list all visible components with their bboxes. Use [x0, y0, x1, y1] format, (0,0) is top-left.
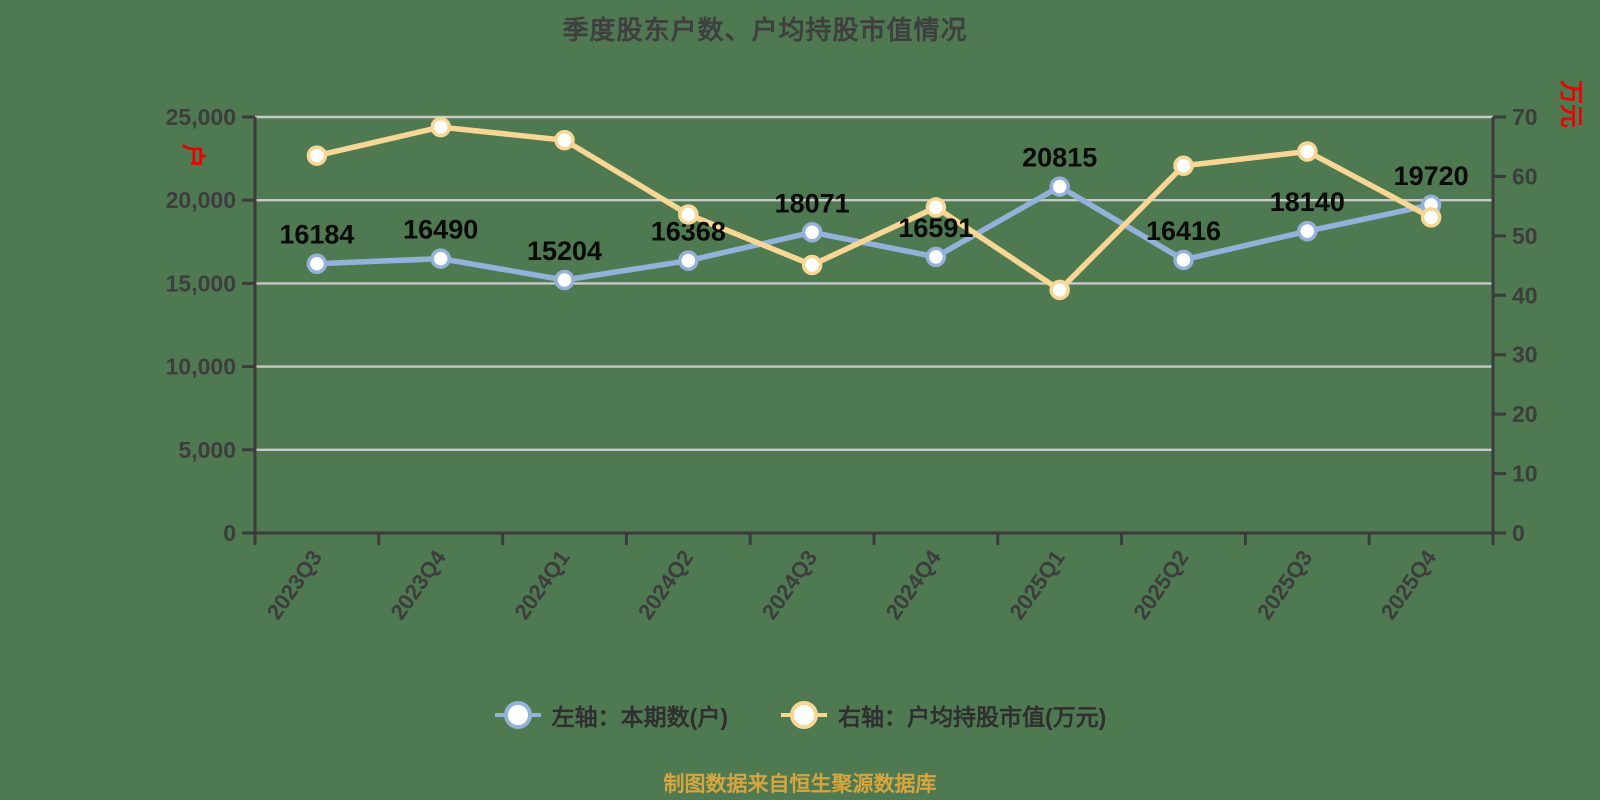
- left-axis-tick-label: 15,000: [166, 270, 236, 296]
- data-source-note: 制图数据来自恒生聚源数据库: [663, 773, 937, 796]
- legend-line-marker-icon: [494, 701, 541, 729]
- data-point-label: 16416: [1146, 216, 1221, 246]
- x-axis-tick-label: 2024Q1: [509, 546, 574, 624]
- right-axis-tick-label: 40: [1512, 282, 1538, 308]
- data-point-marker[interactable]: [430, 116, 451, 138]
- series-markers-0: 16184 16490152041636818071165912081516416…: [279, 143, 1469, 291]
- data-point-marker[interactable]: [801, 254, 823, 276]
- data-point-label: 15204: [527, 236, 602, 266]
- right-axis-tick-label: 50: [1512, 223, 1538, 249]
- data-point-marker[interactable]: [306, 253, 328, 274]
- x-axis-tick-label: 2025Q3: [1252, 546, 1317, 624]
- legend-item-shareholder-count[interactable]: 左轴：本期数(户): [494, 698, 728, 732]
- x-axis-tick-label: 2023Q3: [262, 546, 327, 624]
- left-axis-tick-label: 10,000: [166, 354, 236, 380]
- data-point-marker[interactable]: [1049, 176, 1070, 197]
- right-axis-tick-label: 70: [1512, 104, 1538, 130]
- data-point-marker[interactable]: [678, 204, 699, 225]
- left-axis-tick-label: 25,000: [166, 104, 236, 130]
- data-point-marker[interactable]: [678, 250, 699, 271]
- data-point-marker[interactable]: [306, 145, 328, 166]
- legend-label-shareholder-count: 左轴：本期数(户): [551, 704, 728, 730]
- right-axis-tick-label: 0: [1512, 520, 1525, 546]
- data-point-label: 18140: [1270, 187, 1345, 217]
- data-point-marker[interactable]: [1173, 155, 1194, 176]
- data-point-label: 18071: [775, 188, 850, 218]
- right-axis-unit-label: 万元: [1557, 80, 1584, 128]
- data-point-marker[interactable]: [1297, 220, 1318, 242]
- series-line-1: [314, 124, 1434, 293]
- axes: 25,000 20,000 15,000 10,000 5,000 0 70 60 50 40 30…: [166, 104, 1538, 624]
- series-line-0: [314, 183, 1434, 283]
- right-axis-tick-label: 20: [1512, 401, 1538, 427]
- data-point-marker[interactable]: [554, 129, 575, 151]
- gridlines: [255, 115, 1493, 451]
- x-axis-tick-label: 2024Q3: [757, 546, 822, 624]
- data-point-marker[interactable]: [1420, 207, 1442, 228]
- data-point-label: 16591: [898, 213, 973, 243]
- data-point-marker[interactable]: [430, 248, 451, 269]
- right-axis-tick-label: 10: [1512, 461, 1538, 487]
- left-axis-tick-label: 20,000: [166, 187, 236, 213]
- data-point-marker[interactable]: [1173, 249, 1194, 271]
- x-axis-tick-label: 2024Q2: [633, 546, 698, 624]
- chart-title: 季度股东户数、户均持股市值情况: [562, 15, 968, 45]
- x-axis-tick-label: 2023Q4: [385, 545, 451, 624]
- x-axis-tick-label: 2025Q4: [1376, 545, 1442, 624]
- data-point-label: 20815: [1022, 143, 1097, 173]
- left-axis-tick-label: 5,000: [178, 437, 236, 463]
- data-point-label: 16184: [279, 220, 354, 250]
- data-point-label: 19720: [1394, 161, 1469, 191]
- data-point-marker[interactable]: [1297, 141, 1318, 162]
- data-point-marker[interactable]: [925, 197, 947, 218]
- x-axis-tick-label: 2024Q4: [881, 545, 947, 624]
- data-point-marker[interactable]: [1049, 279, 1070, 301]
- data-point-marker[interactable]: [925, 246, 947, 268]
- legend-label-market-value: 右轴：户均持股市值(万元): [838, 704, 1107, 730]
- right-axis-tick-label: 30: [1512, 342, 1538, 368]
- data-point-marker[interactable]: [801, 222, 823, 243]
- x-axis-tick-label: 2025Q2: [1128, 546, 1193, 624]
- left-axis-unit-label: 户: [179, 144, 206, 168]
- x-axis-tick-label: 2025Q1: [1004, 546, 1069, 624]
- data-point-label: 16490: [403, 215, 478, 245]
- legend-line-marker-icon: [781, 701, 827, 729]
- data-point-marker[interactable]: [554, 269, 575, 291]
- left-axis-tick-label: 0: [223, 520, 236, 546]
- right-axis-tick-label: 60: [1512, 163, 1538, 189]
- legend-item-market-value[interactable]: 右轴：户均持股市值(万元): [780, 698, 1106, 732]
- series-markers-1: [306, 116, 1442, 301]
- legend: 左轴：本期数(户) 右轴：户均持股市值(万元): [0, 698, 1600, 732]
